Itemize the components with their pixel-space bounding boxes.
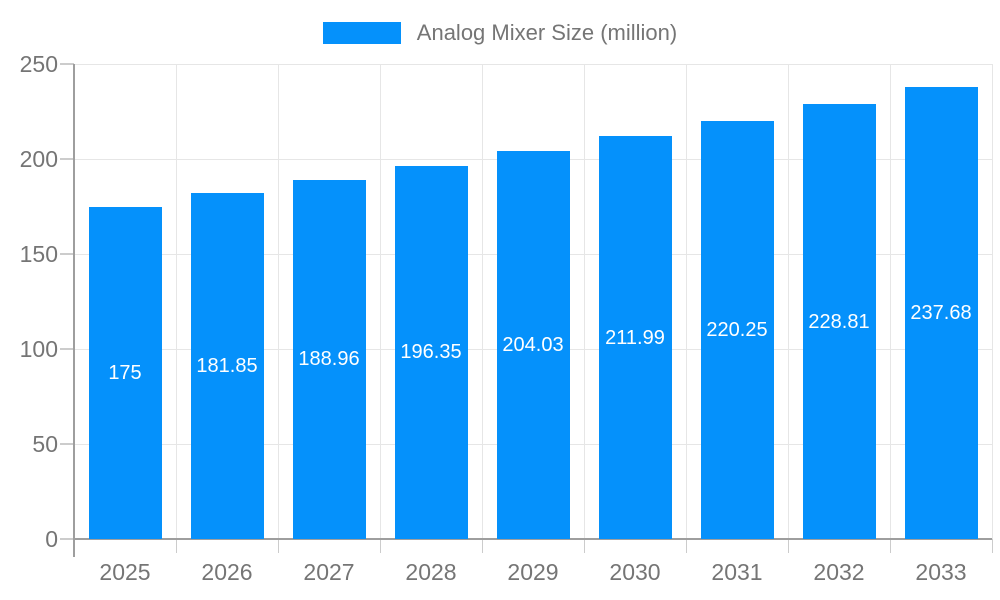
x-axis-label: 2031 xyxy=(711,559,763,585)
x-axis-label: 2025 xyxy=(99,559,151,585)
y-axis-label: 200 xyxy=(19,146,58,172)
x-gridline xyxy=(277,64,279,539)
bar xyxy=(598,136,672,539)
x-tick xyxy=(583,539,585,553)
bar-value-label: 196.35 xyxy=(400,341,462,364)
y-axis-label: 150 xyxy=(19,241,58,267)
bar-value-label: 188.96 xyxy=(298,348,360,371)
x-axis-label: 2028 xyxy=(405,559,457,585)
y-axis-label: 250 xyxy=(19,51,58,77)
bar xyxy=(802,104,876,539)
x-axis-label: 2032 xyxy=(813,559,865,585)
x-gridline xyxy=(685,64,687,539)
bar xyxy=(496,151,570,539)
x-gridline xyxy=(991,64,993,539)
x-gridline xyxy=(481,64,483,539)
bar-value-label: 181.85 xyxy=(196,355,258,378)
x-tick xyxy=(175,539,177,553)
bar-value-label: 228.81 xyxy=(808,310,870,333)
bar xyxy=(88,206,162,539)
bar-value-label: 204.03 xyxy=(502,334,564,357)
x-tick xyxy=(787,539,789,553)
y-gridline xyxy=(74,63,992,65)
bar xyxy=(904,87,978,539)
x-tick xyxy=(379,539,381,553)
x-axis-label: 2026 xyxy=(201,559,253,585)
x-gridline xyxy=(175,64,177,539)
bar xyxy=(190,193,264,539)
y-tick xyxy=(60,158,74,160)
y-axis-label: 100 xyxy=(19,336,58,362)
legend-swatch xyxy=(322,22,401,44)
bar-value-label: 211.99 xyxy=(605,326,665,349)
x-axis-line xyxy=(74,538,992,540)
x-tick xyxy=(991,539,993,553)
bar xyxy=(700,120,774,539)
x-tick xyxy=(481,539,483,553)
y-tick xyxy=(60,253,74,255)
legend-label: Analog Mixer Size (million) xyxy=(416,20,678,45)
x-axis-label: 2030 xyxy=(609,559,661,585)
y-axis-line xyxy=(73,64,75,557)
y-axis-label: 50 xyxy=(32,431,58,457)
bar-value-label: 237.68 xyxy=(910,302,972,325)
y-tick xyxy=(60,443,74,445)
x-gridline xyxy=(889,64,891,539)
x-axis-label: 2033 xyxy=(915,559,967,585)
x-axis-label: 2027 xyxy=(303,559,355,585)
x-tick xyxy=(277,539,279,553)
y-tick xyxy=(60,538,74,540)
x-tick xyxy=(889,539,891,553)
legend[interactable]: Analog Mixer Size (million) xyxy=(0,21,1000,45)
y-tick xyxy=(60,348,74,350)
bar-value-label: 220.25 xyxy=(706,318,768,341)
x-axis-label: 2029 xyxy=(507,559,559,585)
x-gridline xyxy=(583,64,585,539)
y-tick xyxy=(60,63,74,65)
bar xyxy=(394,165,468,539)
x-gridline xyxy=(787,64,789,539)
y-axis-label: 0 xyxy=(45,526,58,552)
x-tick xyxy=(685,539,687,553)
bar-value-label: 175 xyxy=(108,361,142,384)
bar xyxy=(292,179,366,539)
x-gridline xyxy=(379,64,381,539)
